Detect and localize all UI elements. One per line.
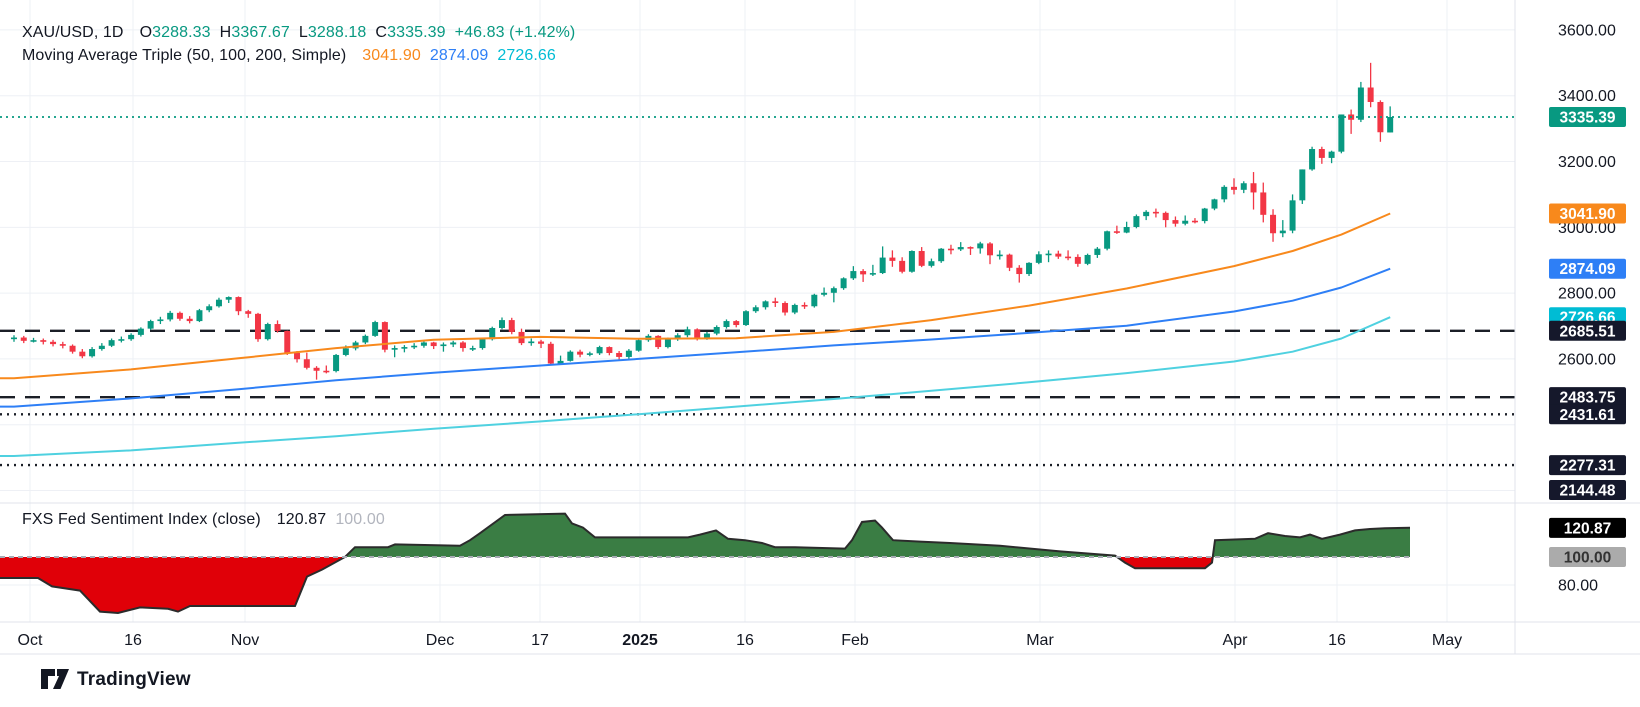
svg-text:3600.00: 3600.00 [1558,22,1616,39]
ohlc-open: O3288.33 [139,24,211,41]
ma-50-line [0,212,1391,380]
svg-text:3041.90: 3041.90 [1559,206,1615,223]
svg-text:2277.31: 2277.31 [1559,458,1615,475]
svg-text:2483.75: 2483.75 [1559,390,1615,407]
ma-indicator-title: Moving Average Triple (50, 100, 200, Sim… [22,47,347,64]
axis-badge: 2431.61 [1549,404,1626,425]
svg-text:Feb: Feb [841,632,869,649]
sentiment-indicator-title: FXS Fed Sentiment Index (close) [22,511,261,528]
svg-text:100.00: 100.00 [1564,550,1611,567]
ma-100-line [0,267,1391,408]
price-axis-badges: 3335.393041.902874.092726.662685.512483.… [1549,106,1626,568]
svg-text:Dec: Dec [426,632,454,649]
chart-canvas[interactable]: 3600.00 3400.00 3200.00 3000.00 2800.00 2600.… [0,0,1640,660]
svg-text:2600.00: 2600.00 [1558,351,1616,368]
ohlc-close: C3335.39 [375,24,446,41]
svg-text:16: 16 [736,632,754,649]
change-value: +46.83 (+1.42%) [454,24,576,41]
ohlc-high: H3367.67 [219,24,290,41]
svg-text:Apr: Apr [1223,632,1249,649]
candlestick-series [11,62,1394,380]
axis-badge: 2483.75 [1549,387,1626,408]
price-legend[interactable]: XAU/USD, 1D O3288.33 H3367.67 L3288.18 C3335… [22,24,584,42]
svg-text:80.00: 80.00 [1558,578,1598,595]
sentiment-legend[interactable]: FXS Fed Sentiment Index (close) 120.87 100… [22,511,394,529]
tradingview-logo[interactable]: TradingView [40,667,191,692]
axis-badge: 2144.48 [1549,480,1626,500]
tradingview-logo-text: TradingView [77,668,191,690]
ma200-value: 2726.66 [497,47,556,64]
svg-text:16: 16 [1328,632,1346,649]
svg-text:2431.61: 2431.61 [1559,407,1615,424]
time-axis[interactable]: Oct 16 Nov Dec 17 2025 16 Feb Mar Apr 16 May [18,632,1463,649]
gridlines [0,0,1515,622]
pane-separators [0,0,1640,655]
svg-text:3335.39: 3335.39 [1559,109,1615,126]
sentiment-baseline-value: 100.00 [335,511,385,528]
svg-text:2800.00: 2800.00 [1558,286,1616,303]
sentiment-fill-positive [0,513,1410,558]
ma50-value: 3041.90 [362,47,421,64]
svg-text:3000.00: 3000.00 [1558,220,1616,237]
svg-text:2685.51: 2685.51 [1559,323,1615,340]
sentiment-area-series [0,512,1411,615]
axis-badge: 2874.09 [1549,258,1626,279]
symbol-title: XAU/USD, 1D [22,24,124,41]
axis-badge: 3041.90 [1549,203,1626,224]
tradingview-logo-icon [41,669,69,689]
axis-badge: 120.87 [1549,517,1626,538]
ohlc-low: L3288.18 [298,24,367,41]
svg-text:3200.00: 3200.00 [1558,154,1616,171]
sentiment-line [0,512,1411,615]
svg-text:Mar: Mar [1026,632,1054,649]
svg-text:17: 17 [531,632,549,649]
axis-badge: 2277.31 [1549,455,1626,476]
svg-text:2144.48: 2144.48 [1559,483,1615,500]
ma100-value: 2874.09 [429,47,489,64]
svg-text:May: May [1432,632,1462,649]
axis-badge: 2685.51 [1549,320,1626,341]
svg-text:120.87: 120.87 [1564,520,1611,537]
svg-text:2874.09: 2874.09 [1559,261,1615,278]
svg-text:16: 16 [124,632,142,649]
axis-badge: 3335.39 [1549,106,1626,127]
svg-text:3400.00: 3400.00 [1558,88,1616,105]
svg-text:Oct: Oct [18,632,43,649]
ma-200-line [0,316,1391,457]
price-axis[interactable]: 3600.00 3400.00 3200.00 3000.00 2800.00 2600.… [1558,22,1616,594]
axis-badge: 100.00 [1549,547,1626,568]
level-lines [0,329,1515,467]
svg-text:Nov: Nov [231,632,259,649]
svg-text:2025: 2025 [622,632,658,649]
sentiment-value: 120.87 [276,511,327,528]
ma-legend[interactable]: Moving Average Triple (50, 100, 200, Sim… [22,47,565,65]
